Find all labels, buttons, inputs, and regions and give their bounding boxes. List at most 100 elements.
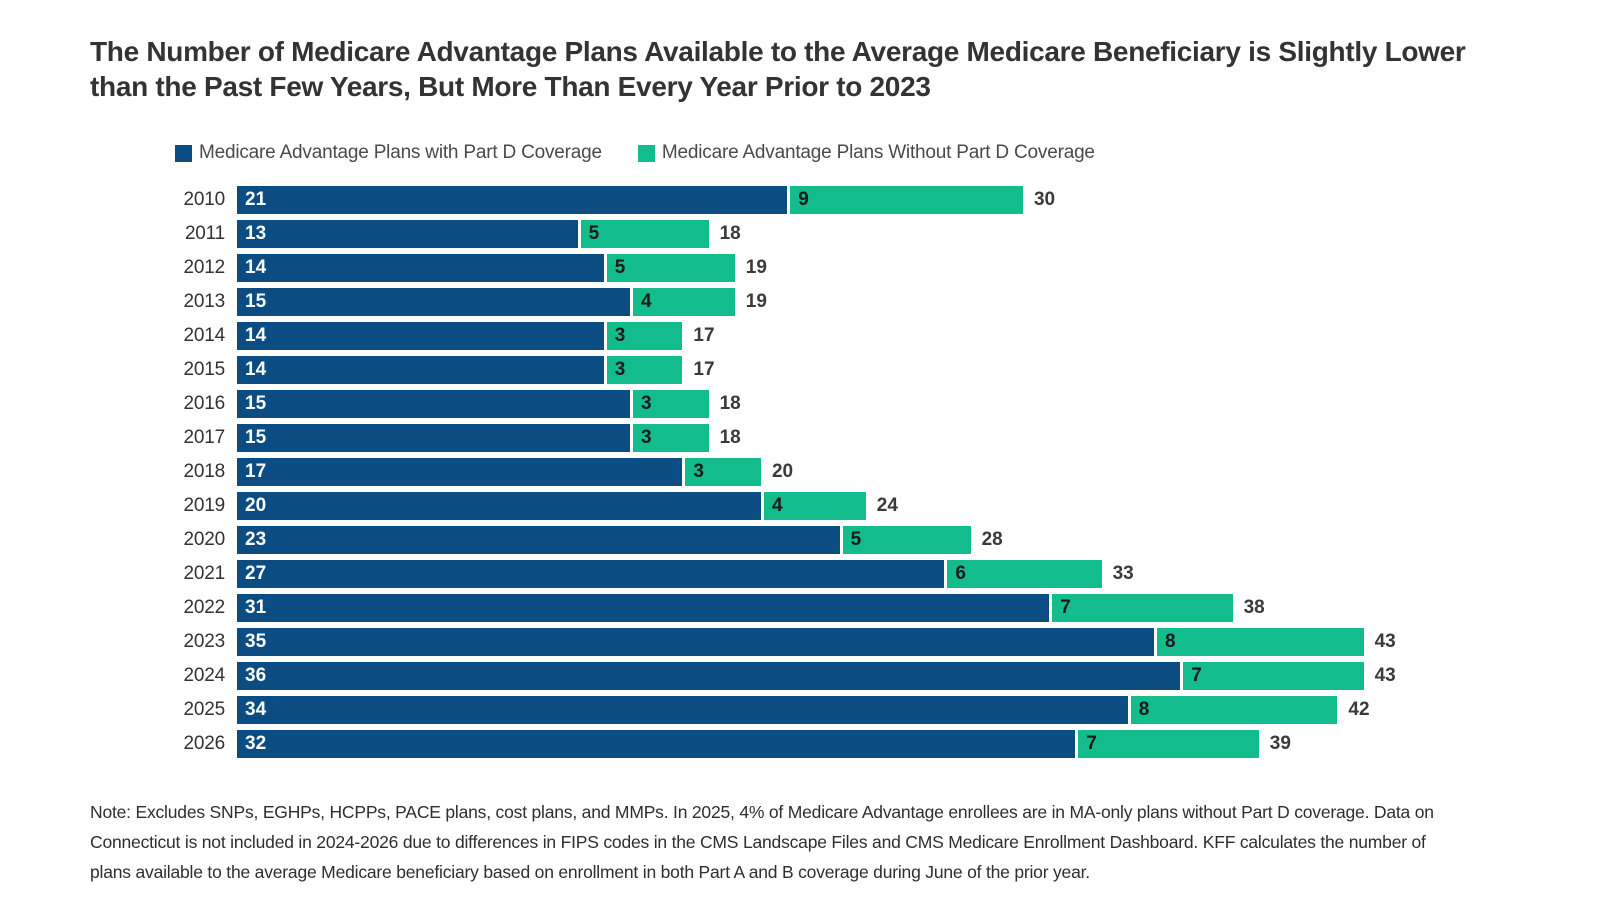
bar-track: 32 7 — [237, 730, 1259, 758]
year-label: 2014 — [183, 325, 226, 346]
legend-item-without-partd: Medicare Advantage Plans Without Part D … — [637, 142, 1095, 164]
segment-value-label: 34 — [245, 699, 267, 720]
legend-label-with-partd: Medicare Advantage Plans with Part D Cov… — [199, 142, 602, 163]
year-label: 2016 — [183, 393, 226, 414]
segment-value-label: 32 — [245, 733, 267, 754]
bar-row: 2014 14 3 17 — [90, 319, 1600, 353]
year-label: 2026 — [183, 733, 226, 754]
segment-value-label: 5 — [614, 257, 626, 278]
bar-with-partd-segment: 15 — [237, 390, 630, 418]
bar-track: 15 3 — [237, 424, 709, 452]
bar-without-partd-segment: 5 — [577, 220, 709, 248]
total-label: 18 — [719, 393, 741, 414]
segment-value-label: 31 — [245, 597, 267, 618]
legend-swatch-without-partd-icon — [637, 144, 655, 162]
total-label: 42 — [1348, 699, 1370, 720]
segment-value-label: 27 — [245, 563, 267, 584]
bar-without-partd-segment: 6 — [944, 560, 1102, 588]
bar-with-partd-segment: 20 — [237, 492, 761, 520]
bar-with-partd-segment: 21 — [237, 186, 788, 214]
segment-value-label: 35 — [245, 631, 267, 652]
year-label: 2019 — [183, 495, 226, 516]
bar-row: 2024 36 7 43 — [90, 659, 1600, 693]
bar-row: 2019 20 4 24 — [90, 489, 1600, 523]
bar-without-partd-segment: 7 — [1180, 662, 1364, 690]
total-label: 18 — [719, 427, 741, 448]
total-label: 39 — [1269, 733, 1291, 754]
segment-value-label: 36 — [245, 665, 267, 686]
bar-row: 2021 27 6 33 — [90, 557, 1600, 591]
bar-without-partd-segment: 5 — [603, 254, 735, 282]
bar-track: 27 6 — [237, 560, 1102, 588]
bar-with-partd-segment: 31 — [237, 594, 1050, 622]
year-label: 2024 — [183, 665, 226, 686]
segment-value-label: 3 — [693, 461, 704, 482]
bar-with-partd-segment: 35 — [237, 628, 1154, 656]
bar-with-partd-segment: 14 — [237, 356, 604, 384]
total-label: 19 — [745, 257, 767, 278]
bar-with-partd-segment: 23 — [237, 526, 840, 554]
chart-title: The Number of Medicare Advantage Plans A… — [90, 36, 1466, 102]
bar-row: 2025 34 8 42 — [90, 693, 1600, 727]
bar-without-partd-segment: 7 — [1075, 730, 1259, 758]
bar-with-partd-segment: 13 — [237, 220, 578, 248]
legend-swatch-with-partd-icon — [175, 144, 192, 162]
bar-track: 36 7 — [237, 662, 1364, 690]
legend-label-without-partd: Medicare Advantage Plans Without Part D … — [661, 142, 1095, 163]
bar-row: 2011 13 5 18 — [90, 217, 1600, 251]
legend-item-with-partd: Medicare Advantage Plans with Part D Cov… — [175, 142, 602, 164]
segment-value-label: 21 — [245, 189, 267, 210]
bar-with-partd-segment: 27 — [237, 560, 945, 588]
bar-track: 14 3 — [237, 356, 683, 384]
segment-value-label: 4 — [772, 495, 783, 516]
bar-row: 2018 17 3 20 — [90, 455, 1600, 489]
segment-value-label: 8 — [1138, 699, 1150, 720]
year-label: 2017 — [183, 427, 226, 448]
segment-value-label: 9 — [798, 189, 809, 210]
segment-value-label: 3 — [614, 359, 626, 380]
total-label: 30 — [1033, 189, 1056, 210]
bar-row: 2026 32 7 39 — [90, 727, 1600, 761]
year-label: 2023 — [183, 631, 226, 652]
bar-row: 2017 15 3 18 — [90, 421, 1600, 455]
segment-value-label: 3 — [614, 325, 626, 346]
bar-track: 14 5 — [237, 254, 735, 282]
segment-value-label: 15 — [245, 393, 267, 414]
segment-value-label: 23 — [245, 529, 267, 550]
segment-value-label: 6 — [955, 563, 966, 584]
bar-without-partd-segment: 4 — [630, 288, 735, 316]
bar-without-partd-segment: 3 — [603, 356, 683, 384]
bar-with-partd-segment: 36 — [237, 662, 1181, 690]
bar-track: 35 8 — [237, 628, 1364, 656]
segment-value-label: 8 — [1165, 631, 1176, 652]
bar-without-partd-segment: 4 — [761, 492, 866, 520]
segment-value-label: 7 — [1060, 597, 1071, 618]
segment-value-label: 14 — [245, 325, 267, 346]
bar-row: 2015 14 3 17 — [90, 353, 1600, 387]
bar-track: 21 9 — [237, 186, 1023, 214]
bar-with-partd-segment: 14 — [237, 254, 604, 282]
year-label: 2018 — [183, 461, 226, 482]
year-label: 2010 — [183, 189, 226, 210]
year-label: 2020 — [183, 529, 226, 550]
bar-with-partd-segment: 17 — [237, 458, 683, 486]
bar-with-partd-segment: 34 — [237, 696, 1128, 724]
segment-value-label: 3 — [641, 393, 652, 414]
bar-track: 23 5 — [237, 526, 971, 554]
segment-value-label: 5 — [850, 529, 862, 550]
segment-value-label: 15 — [245, 427, 267, 448]
bar-row: 2013 15 4 19 — [90, 285, 1600, 319]
segment-value-label: 17 — [245, 461, 267, 482]
bar-track: 17 3 — [237, 458, 761, 486]
total-label: 38 — [1243, 597, 1265, 618]
bar-row: 2023 35 8 43 — [90, 625, 1600, 659]
total-label: 28 — [981, 529, 1003, 550]
bar-without-partd-segment: 5 — [839, 526, 971, 554]
total-label: 43 — [1374, 665, 1396, 686]
bar-with-partd-segment: 32 — [237, 730, 1076, 758]
year-label: 2012 — [183, 257, 226, 278]
bar-row: 2012 14 5 19 — [90, 251, 1600, 285]
bar-track: 15 4 — [237, 288, 735, 316]
total-label: 33 — [1112, 563, 1134, 584]
